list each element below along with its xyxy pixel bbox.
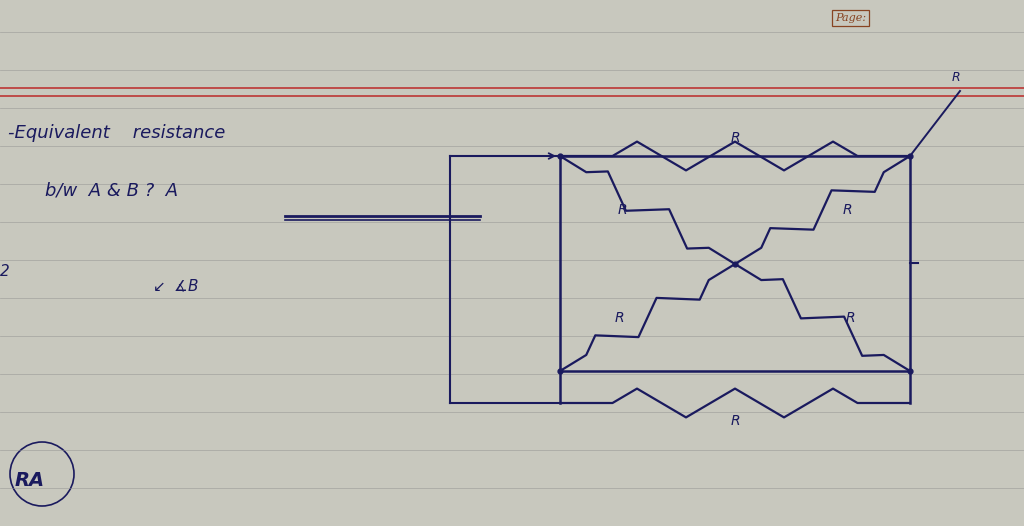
Text: Page:: Page: (835, 13, 866, 23)
Text: R: R (617, 203, 628, 217)
Text: R: R (730, 414, 739, 428)
Text: R: R (846, 310, 855, 325)
Text: $\swarrow$ $\measuredangle$B: $\swarrow$ $\measuredangle$B (150, 277, 199, 294)
Text: R: R (952, 71, 961, 84)
Text: -Equivalent    resistance: -Equivalent resistance (8, 124, 225, 142)
Text: R: R (614, 310, 625, 325)
Text: RA: RA (15, 471, 45, 490)
Text: R: R (730, 131, 739, 145)
Text: R: R (843, 203, 852, 217)
Text: 2: 2 (0, 264, 10, 279)
Text: b/w  A & B ?  A: b/w A & B ? A (45, 182, 178, 200)
